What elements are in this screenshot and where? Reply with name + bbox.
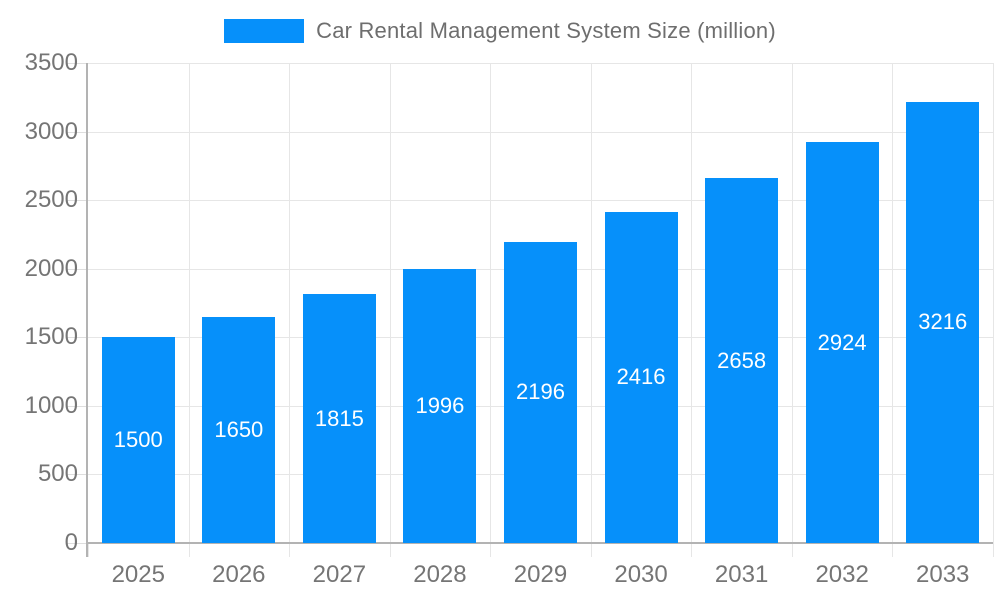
bar-value-label: 2416 bbox=[616, 364, 666, 390]
x-axis-tick bbox=[88, 543, 89, 557]
y-axis-tick-label: 3500 bbox=[24, 49, 78, 76]
y-axis-tick-label: 2500 bbox=[24, 186, 78, 214]
x-axis-tick bbox=[691, 543, 693, 557]
x-axis-tick bbox=[289, 543, 291, 557]
x-axis-tick bbox=[389, 543, 391, 557]
y-axis-tick bbox=[66, 200, 86, 202]
v-gridline bbox=[892, 63, 894, 543]
bar-value-label: 2196 bbox=[516, 379, 565, 405]
h-gridline bbox=[88, 131, 993, 133]
y-axis-tick bbox=[66, 131, 86, 133]
legend: Car Rental Management System Size (milli… bbox=[0, 18, 1000, 44]
x-axis-tick-label: 2032 bbox=[815, 561, 869, 588]
y-axis-tick-label: 2000 bbox=[24, 254, 78, 282]
bar-2032: 2924 bbox=[805, 142, 879, 543]
x-axis-tick-label: 2033 bbox=[916, 561, 970, 588]
x-axis-tick bbox=[188, 543, 190, 557]
x-axis-tick-label: 2028 bbox=[413, 561, 467, 588]
x-axis-tick-label: 2031 bbox=[714, 561, 769, 588]
h-gridline bbox=[88, 63, 993, 64]
v-gridline bbox=[289, 63, 291, 543]
y-axis-tick-label: 1000 bbox=[24, 391, 78, 419]
bar-2029: 2196 bbox=[504, 241, 577, 543]
y-axis-tick bbox=[66, 474, 86, 476]
x-axis-line bbox=[88, 542, 993, 544]
bar-2033: 3216 bbox=[906, 101, 980, 543]
v-gridline bbox=[188, 63, 190, 543]
x-axis-tick-label: 2025 bbox=[111, 561, 165, 588]
x-axis-tick bbox=[490, 543, 492, 557]
bar-2031: 2658 bbox=[705, 178, 779, 543]
y-axis-tick-label: 3000 bbox=[24, 117, 78, 145]
bar-value-label: 3216 bbox=[918, 309, 968, 335]
bar-2030: 2416 bbox=[604, 211, 678, 543]
y-axis-tick bbox=[66, 543, 86, 544]
bar-value-label: 1996 bbox=[415, 393, 465, 419]
bar-2025: 1500 bbox=[101, 337, 175, 543]
bar-value-label: 1650 bbox=[214, 416, 264, 442]
y-axis-tick-label: 1500 bbox=[24, 323, 78, 351]
x-axis-tick-label: 2029 bbox=[513, 561, 568, 588]
x-axis-tick bbox=[993, 543, 994, 557]
bar-value-label: 1815 bbox=[314, 405, 364, 431]
x-axis-tick bbox=[791, 543, 793, 557]
bar-2026: 1650 bbox=[202, 316, 276, 543]
legend-swatch bbox=[224, 19, 305, 43]
h-gridline bbox=[88, 200, 993, 202]
x-axis-tick-label: 2030 bbox=[614, 561, 668, 588]
y-axis-tick-label: 500 bbox=[37, 460, 78, 488]
bar-value-label: 2924 bbox=[817, 329, 867, 355]
x-axis-tick-label: 2027 bbox=[312, 561, 367, 588]
bar-value-label: 2658 bbox=[717, 347, 767, 373]
v-gridline bbox=[993, 63, 994, 543]
y-axis-tick-label: 0 bbox=[64, 529, 78, 556]
bar-value-label: 1500 bbox=[113, 427, 163, 453]
y-axis-line bbox=[86, 63, 88, 557]
x-axis-tick-label: 2026 bbox=[212, 561, 266, 588]
legend-label: Car Rental Management System Size (milli… bbox=[316, 18, 776, 43]
x-axis-tick bbox=[590, 543, 592, 557]
v-gridline bbox=[791, 63, 793, 543]
bar-2027: 1815 bbox=[302, 294, 376, 543]
x-axis-tick bbox=[892, 543, 894, 557]
y-axis-tick bbox=[66, 268, 86, 270]
bar-2028: 1996 bbox=[403, 269, 477, 543]
y-axis-tick bbox=[66, 63, 86, 64]
y-axis-tick bbox=[66, 337, 86, 339]
v-gridline bbox=[590, 63, 592, 543]
v-gridline bbox=[490, 63, 492, 543]
v-gridline bbox=[389, 63, 391, 543]
plot-area: 1500 1650 1815 1996 2196 2416 2658 2924 3216 bbox=[66, 63, 994, 557]
v-gridline bbox=[691, 63, 693, 543]
y-axis-tick bbox=[66, 405, 86, 407]
